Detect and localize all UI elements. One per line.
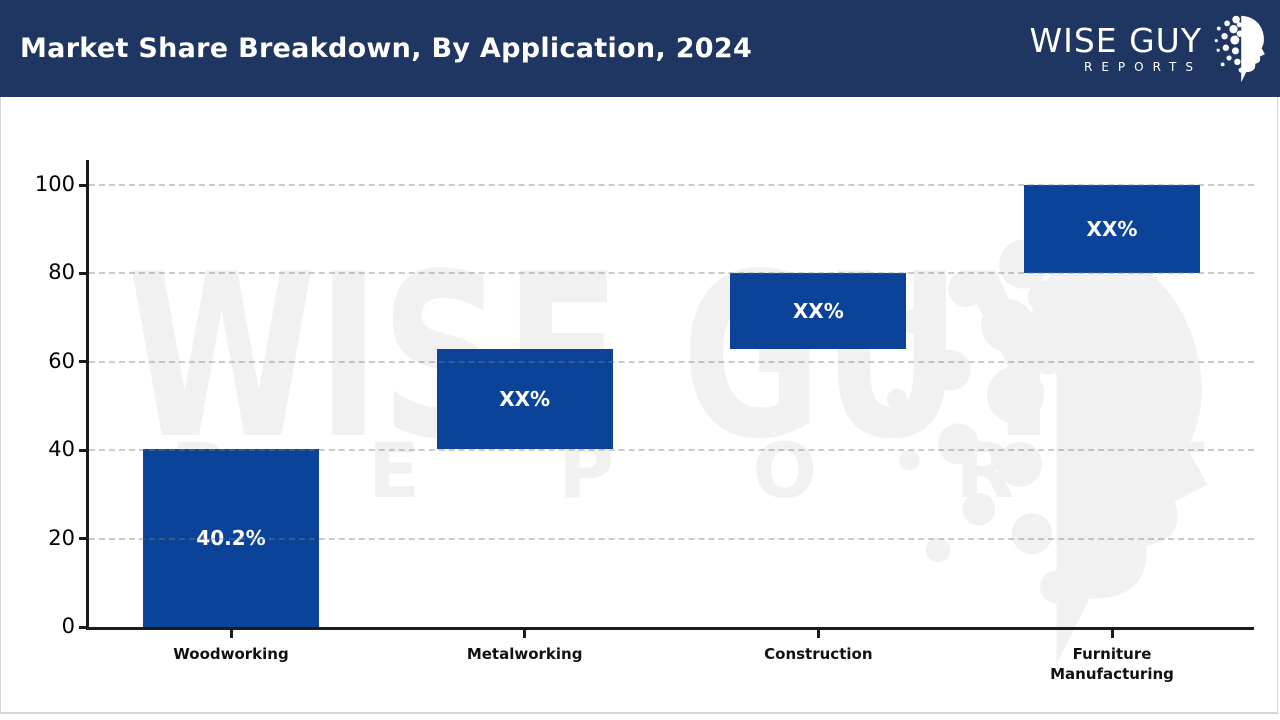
gridline-60 xyxy=(89,360,1254,363)
bar-metalworking: XX% xyxy=(436,348,613,450)
wise-guy-reports-logo: WISE GUY REPORTS xyxy=(1029,6,1270,92)
dotted-head-icon xyxy=(1214,15,1265,83)
x-label-metalworking: Metalworking xyxy=(466,645,583,663)
gridline-20 xyxy=(89,537,1254,540)
x-axis xyxy=(86,627,1254,630)
y-tick-label-100: 100 xyxy=(34,172,75,196)
logo-text: WISE GUY REPORTS xyxy=(1029,24,1202,74)
y-tick-100 xyxy=(79,183,87,187)
x-tick-furniture-manufacturing xyxy=(1110,630,1114,638)
chart-card: WISE GUY R E P O R T S 02040608010040.2%… xyxy=(0,97,1278,714)
y-tick-60 xyxy=(79,360,87,364)
x-label-woodworking: Woodworking xyxy=(173,645,289,663)
y-tick-label-40: 40 xyxy=(48,437,75,462)
bar-construction: XX% xyxy=(730,273,907,349)
watermark-head-icon xyxy=(886,239,1208,665)
y-tick-label-0: 0 xyxy=(61,614,75,638)
y-tick-20 xyxy=(79,537,87,541)
gridline-100 xyxy=(89,184,1254,186)
logo-wordmark: WISE GUY xyxy=(1029,21,1202,60)
gridline-80 xyxy=(89,272,1254,275)
x-tick-construction xyxy=(816,630,820,638)
x-label-construction: Construction xyxy=(764,645,873,663)
bar-furniture-manufacturing: XX% xyxy=(1024,185,1200,274)
x-tick-metalworking xyxy=(523,630,527,638)
y-tick-40 xyxy=(79,448,87,452)
y-tick-80 xyxy=(79,271,87,275)
header-bar: Market Share Breakdown, By Application, … xyxy=(0,0,1280,97)
gridline-40 xyxy=(89,449,1254,452)
y-tick-label-80: 80 xyxy=(48,260,75,285)
logo-subtitle: REPORTS xyxy=(1083,60,1202,74)
y-axis xyxy=(86,160,89,630)
bar-value-label: XX% xyxy=(792,298,844,323)
bar-value-label: 40.2% xyxy=(196,526,266,551)
y-tick-label-20: 20 xyxy=(48,525,75,550)
x-tick-woodworking xyxy=(229,630,233,638)
bar-woodworking: 40.2% xyxy=(143,449,319,627)
bar-value-label: XX% xyxy=(499,386,551,411)
bar-value-label: XX% xyxy=(1086,217,1138,242)
y-tick-0 xyxy=(79,625,87,629)
x-label-furniture-manufacturing: Furniture Manufacturing xyxy=(1050,645,1174,684)
page-title: Market Share Breakdown, By Application, … xyxy=(20,33,753,64)
y-tick-label-60: 60 xyxy=(48,348,75,373)
